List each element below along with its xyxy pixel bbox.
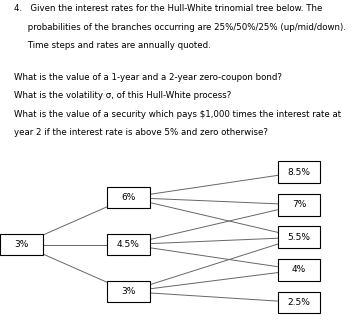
FancyBboxPatch shape — [107, 234, 150, 255]
FancyBboxPatch shape — [107, 187, 150, 208]
Text: What is the value of a 1-year and a 2-year zero-coupon bond?: What is the value of a 1-year and a 2-ye… — [14, 73, 282, 82]
Text: 6%: 6% — [121, 193, 135, 202]
Text: 8.5%: 8.5% — [288, 168, 310, 177]
Text: What is the value of a security which pays $1,000 times the interest rate at: What is the value of a security which pa… — [14, 110, 341, 119]
Text: 3%: 3% — [14, 240, 28, 249]
FancyBboxPatch shape — [278, 291, 320, 313]
Text: year 2 if the interest rate is above 5% and zero otherwise?: year 2 if the interest rate is above 5% … — [14, 128, 268, 137]
Text: 2.5%: 2.5% — [288, 298, 310, 307]
Text: 4.   Given the interest rates for the Hull-White trinomial tree below. The: 4. Given the interest rates for the Hull… — [14, 4, 323, 13]
Text: probabilities of the branches occurring are 25%/50%/25% (up/mid/down).: probabilities of the branches occurring … — [14, 22, 346, 31]
FancyBboxPatch shape — [278, 161, 320, 183]
Text: 4.5%: 4.5% — [117, 240, 140, 249]
FancyBboxPatch shape — [107, 281, 150, 303]
Text: 5.5%: 5.5% — [288, 233, 310, 242]
FancyBboxPatch shape — [278, 226, 320, 248]
Text: 3%: 3% — [121, 287, 135, 296]
Text: 7%: 7% — [292, 200, 306, 209]
Text: Time steps and rates are annually quoted.: Time steps and rates are annually quoted… — [14, 41, 211, 50]
Text: 4%: 4% — [292, 265, 306, 274]
Text: What is the volatility σ, of this Hull-White process?: What is the volatility σ, of this Hull-W… — [14, 91, 231, 100]
FancyBboxPatch shape — [278, 259, 320, 281]
FancyBboxPatch shape — [278, 194, 320, 216]
FancyBboxPatch shape — [0, 234, 43, 255]
